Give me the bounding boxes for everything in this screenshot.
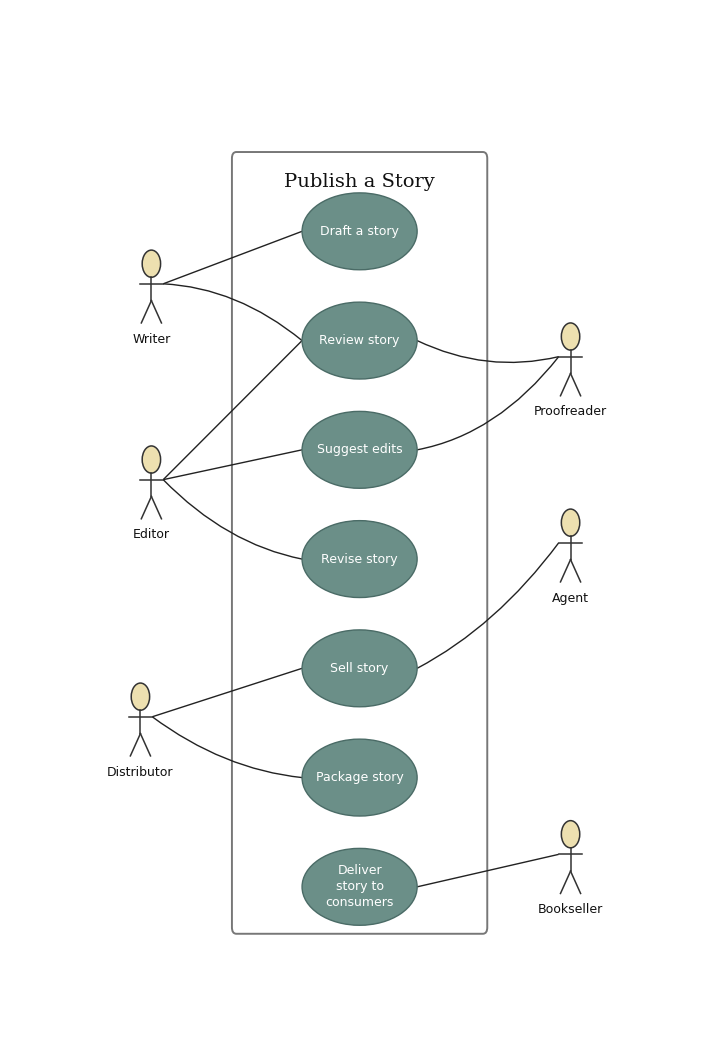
Text: Deliver
story to
consumers: Deliver story to consumers <box>325 864 394 909</box>
Text: Bookseller: Bookseller <box>538 903 603 916</box>
Text: Package story: Package story <box>316 771 404 784</box>
Text: Distributor: Distributor <box>107 765 174 779</box>
Text: Editor: Editor <box>133 529 170 541</box>
Text: Proofreader: Proofreader <box>534 406 607 418</box>
Ellipse shape <box>302 630 417 706</box>
Circle shape <box>142 446 160 473</box>
FancyBboxPatch shape <box>232 152 487 933</box>
Text: Revise story: Revise story <box>321 553 398 565</box>
Ellipse shape <box>302 520 417 598</box>
Circle shape <box>132 683 150 710</box>
Ellipse shape <box>302 411 417 489</box>
Text: Draft a story: Draft a story <box>320 225 399 238</box>
Text: Agent: Agent <box>552 592 589 604</box>
Circle shape <box>142 250 160 277</box>
Text: Sell story: Sell story <box>330 662 389 675</box>
Circle shape <box>561 323 580 350</box>
Circle shape <box>561 509 580 536</box>
Ellipse shape <box>302 848 417 925</box>
Text: Publish a Story: Publish a Story <box>284 173 435 191</box>
Circle shape <box>561 821 580 848</box>
Ellipse shape <box>302 193 417 270</box>
Text: Suggest edits: Suggest edits <box>317 444 402 456</box>
Text: Writer: Writer <box>132 333 170 346</box>
Ellipse shape <box>302 739 417 816</box>
Ellipse shape <box>302 302 417 379</box>
Text: Review story: Review story <box>320 334 399 347</box>
